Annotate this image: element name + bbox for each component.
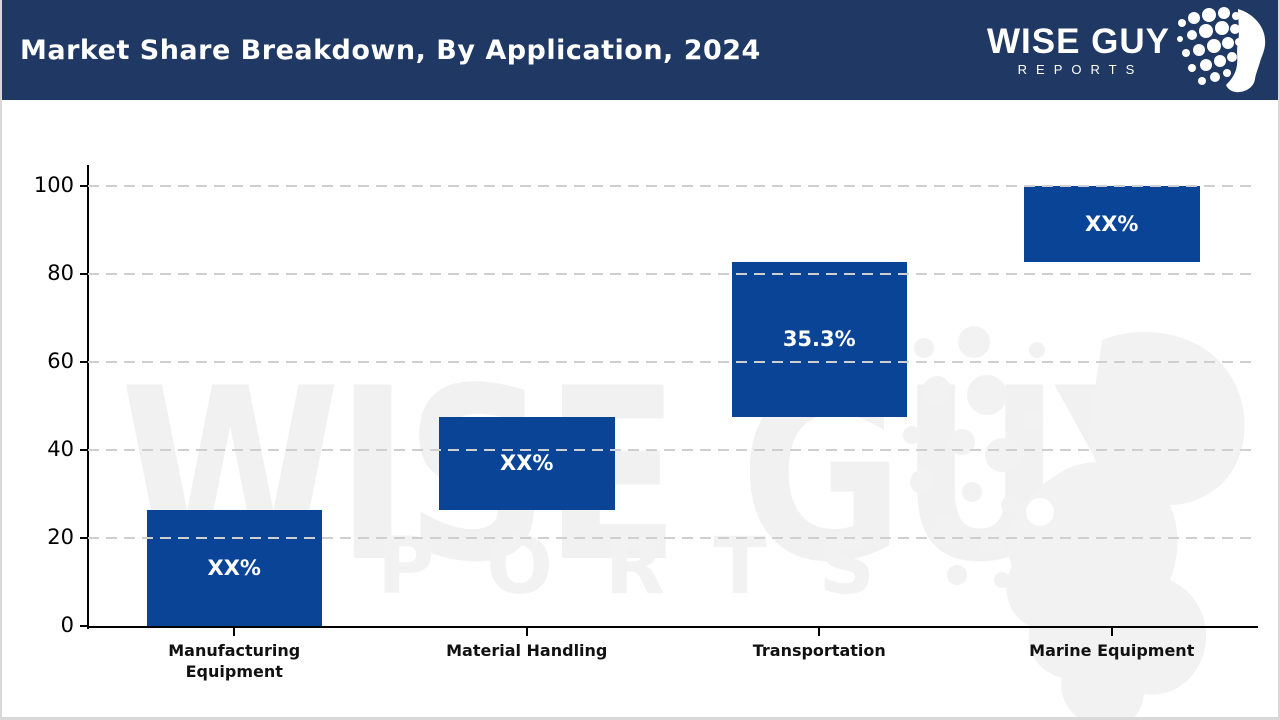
brand-logo: WISE GUY REPORTS [987, 6, 1268, 94]
x-tick-mark-marine-equipment [1110, 628, 1113, 636]
x-tick-mark-material-handling [525, 628, 528, 636]
logo-subtitle: REPORTS [1017, 62, 1144, 77]
watermark-face-dots-icon [903, 326, 1245, 717]
x-tick-mark-manufacturing-equipment [233, 628, 236, 636]
y-tick-label-40: 40 [47, 437, 74, 461]
logo-face-icon [1177, 7, 1266, 93]
logo-wordmark: WISE GUY [986, 22, 1170, 61]
chart-area: WISE GUY REPORTS 0 20 40 60 80 100 XX% Manufact… [2, 100, 1278, 717]
gridline-y100 [88, 185, 1258, 187]
gridline-y60 [88, 361, 1258, 363]
y-tick-mark-100 [80, 185, 88, 187]
page-title: Market Share Breakdown, By Application, … [20, 34, 761, 66]
y-tick-mark-60 [80, 361, 88, 363]
bar-material-handling: XX% [439, 417, 615, 510]
brand-logo-text: WISE GUY REPORTS [987, 24, 1170, 76]
bar-value-label: 35.3% [782, 327, 856, 352]
y-tick-label-80: 80 [47, 261, 74, 285]
y-tick-mark-80 [80, 273, 88, 275]
header-bar: Market Share Breakdown, By Application, … [2, 0, 1278, 100]
y-tick-mark-0 [80, 625, 88, 627]
bar-value-label: XX% [207, 555, 261, 580]
gridline-y20 [88, 537, 1258, 539]
x-category-label-material-handling: Material Handling [446, 641, 608, 660]
y-axis-line [87, 165, 89, 629]
bar-manufacturing-equipment: XX% [146, 509, 322, 626]
x-axis-line [87, 626, 1258, 628]
y-tick-mark-20 [80, 537, 88, 539]
gridline-y80 [88, 273, 1258, 275]
y-tick-mark-40 [80, 449, 88, 451]
y-tick-label-0: 0 [60, 613, 74, 637]
bar-value-label: XX% [500, 451, 554, 476]
bar-value-label: XX% [1085, 211, 1139, 236]
x-category-label-transportation: Transportation [752, 641, 886, 660]
x-category-label-marine-equipment: Marine Equipment [1029, 641, 1195, 660]
bar-marine-equipment: XX% [1024, 186, 1200, 262]
bar-transportation: 35.3% [731, 261, 907, 417]
y-tick-label-100: 100 [33, 173, 74, 197]
y-tick-label-20: 20 [47, 525, 74, 549]
x-category-label-manufacturing-equipment: Manufacturing Equipment [168, 641, 301, 681]
x-tick-mark-transportation [818, 628, 821, 636]
gridline-y40 [88, 449, 1258, 451]
y-tick-label-60: 60 [47, 349, 74, 373]
